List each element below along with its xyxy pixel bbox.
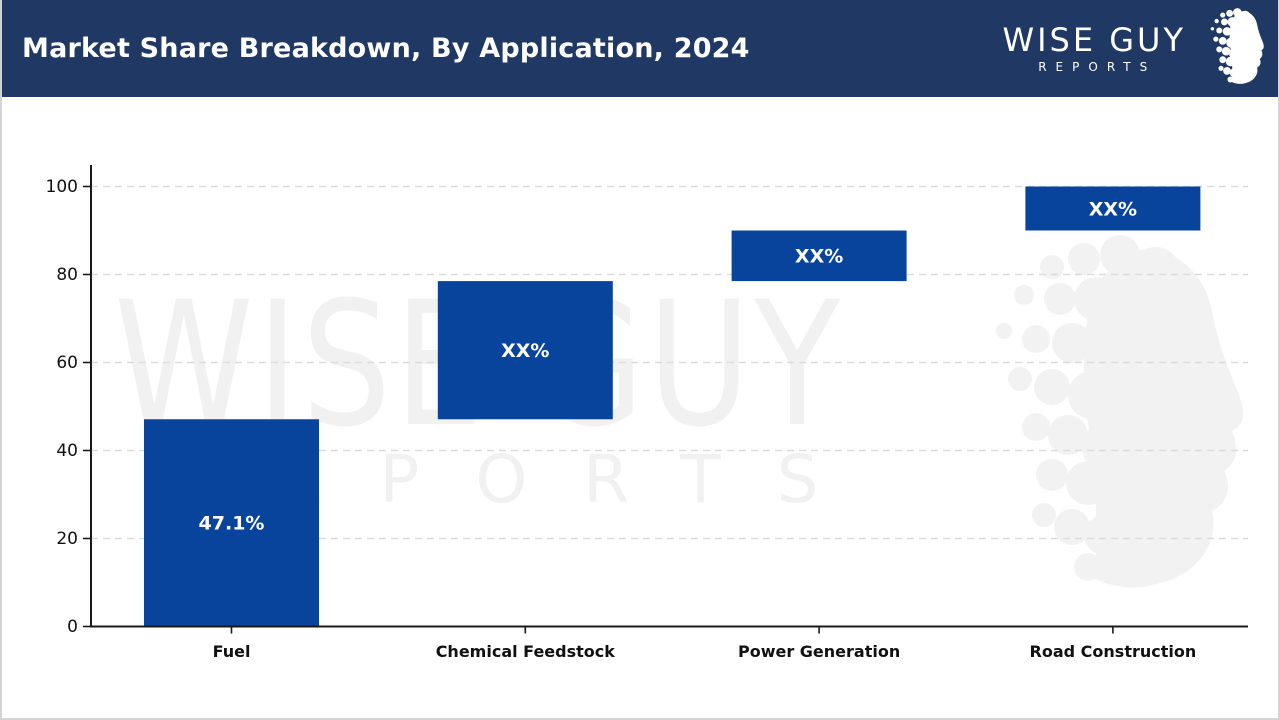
bar-fuel xyxy=(144,419,319,627)
y-tick-label-40: 40 xyxy=(56,441,78,461)
bar-power-generation xyxy=(731,230,907,282)
bar-label-road-construction: XX% xyxy=(1089,198,1137,220)
x-label-power-generation: Power Generation xyxy=(738,642,900,661)
bar-road-construction xyxy=(1025,186,1201,231)
x-label-road-construction: Road Construction xyxy=(1030,642,1197,661)
bar-label-fuel: 47.1% xyxy=(199,513,265,535)
y-tick-label-100: 100 xyxy=(46,177,78,197)
plot-area: 47.1% Fuel XX% Chemical Feedstock XX% Power G… xyxy=(46,165,1248,661)
page-title: Market Share Breakdown, By Application, … xyxy=(22,33,750,64)
y-tick-label-60: 60 xyxy=(56,353,78,373)
brand-logo: WISE GUY REPORTS xyxy=(1002,7,1264,91)
logo-wordmark: WISE GUY xyxy=(1002,20,1186,59)
header: Market Share Breakdown, By Application, … xyxy=(2,0,1278,97)
head-profile-dots-icon xyxy=(1210,7,1264,84)
brand-logo-text: WISE GUY REPORTS xyxy=(1002,24,1186,74)
x-label-fuel: Fuel xyxy=(213,642,251,661)
waterfall-chart: WISE GUY REPORTS 47.1% Fuel XX% Chemical Fe… xyxy=(2,97,1278,718)
y-tick-label-0: 0 xyxy=(67,617,78,637)
x-label-chemical-feedstock: Chemical Feedstock xyxy=(436,642,616,661)
bar-label-chemical-feedstock: XX% xyxy=(501,340,549,362)
bar-chemical-feedstock xyxy=(437,281,613,420)
y-tick-label-80: 80 xyxy=(56,265,78,285)
y-tick-label-20: 20 xyxy=(56,529,78,549)
bar-label-power-generation: XX% xyxy=(795,246,843,268)
logo-subtitle: REPORTS xyxy=(1038,59,1157,74)
